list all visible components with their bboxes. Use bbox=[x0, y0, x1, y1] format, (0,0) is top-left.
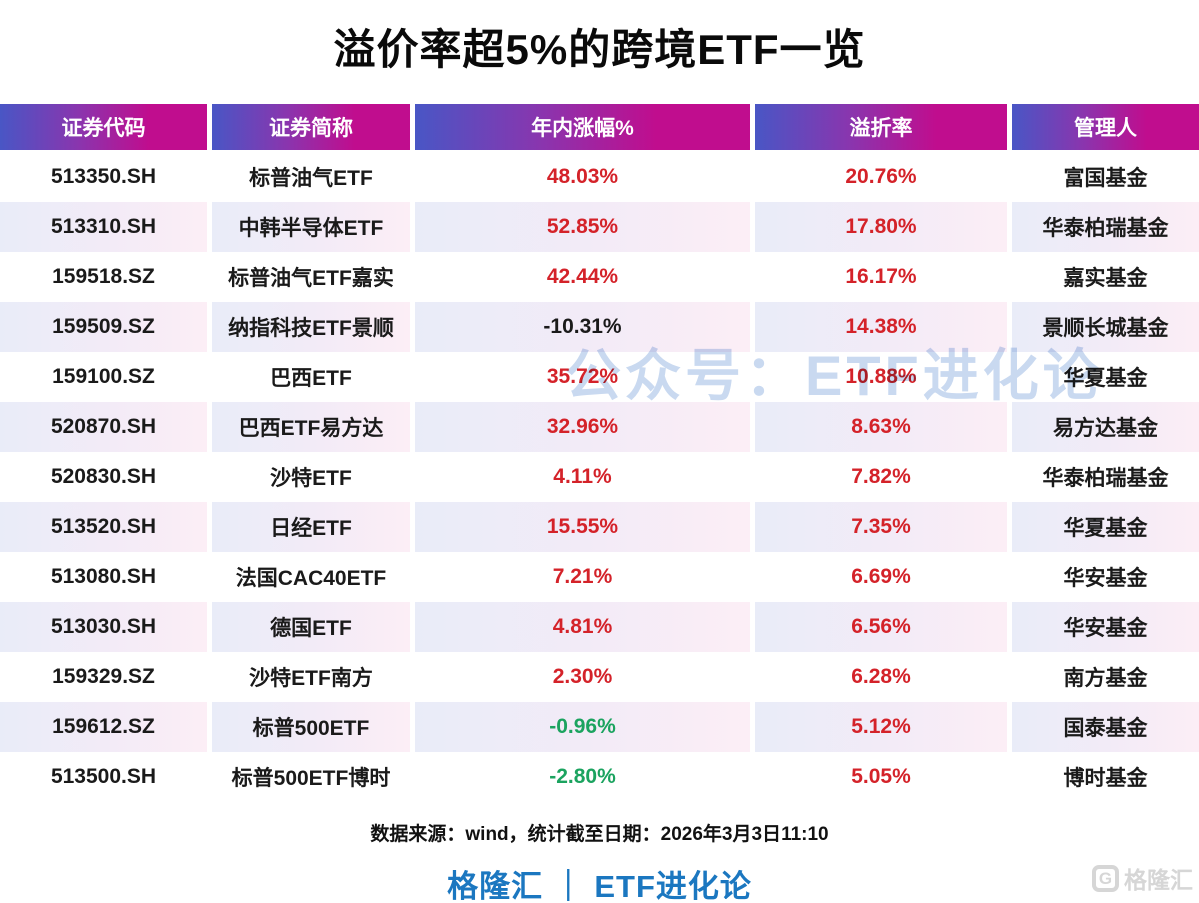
cell-ytd: -10.31% bbox=[415, 302, 750, 352]
brand-footer: 格隆汇 ｜ ETF进化论 bbox=[447, 869, 752, 903]
table-row: 159329.SZ 沙特ETF南方 2.30% 6.28% 南方基金 bbox=[0, 652, 1199, 702]
cell-ytd: 35.72% bbox=[415, 352, 750, 402]
cell-manager: 华夏基金 bbox=[1012, 502, 1199, 552]
cell-premium: 10.88% bbox=[755, 352, 1007, 402]
cell-manager: 景顺长城基金 bbox=[1012, 302, 1199, 352]
cell-name: 巴西ETF易方达 bbox=[212, 402, 410, 452]
cell-name: 法国CAC40ETF bbox=[212, 552, 410, 602]
cell-manager: 华泰柏瑞基金 bbox=[1012, 202, 1199, 252]
cell-name: 标普油气ETF bbox=[212, 152, 410, 202]
cell-name: 中韩半导体ETF bbox=[212, 202, 410, 252]
table-row: 513520.SH 日经ETF 15.55% 7.35% 华夏基金 bbox=[0, 502, 1199, 552]
cell-name: 巴西ETF bbox=[212, 352, 410, 402]
cell-ytd: 4.81% bbox=[415, 602, 750, 652]
table-row: 513310.SH 中韩半导体ETF 52.85% 17.80% 华泰柏瑞基金 bbox=[0, 202, 1199, 252]
cell-code: 520870.SH bbox=[0, 402, 207, 452]
cell-code: 159100.SZ bbox=[0, 352, 207, 402]
cell-ytd: 52.85% bbox=[415, 202, 750, 252]
cell-premium: 6.28% bbox=[755, 652, 1007, 702]
cell-premium: 5.12% bbox=[755, 702, 1007, 752]
table-row: 159518.SZ 标普油气ETF嘉实 42.44% 16.17% 嘉实基金 bbox=[0, 252, 1199, 302]
cell-manager: 易方达基金 bbox=[1012, 402, 1199, 452]
cell-name: 标普油气ETF嘉实 bbox=[212, 252, 410, 302]
cell-manager: 南方基金 bbox=[1012, 652, 1199, 702]
cell-manager: 嘉实基金 bbox=[1012, 252, 1199, 302]
table-header-row: 证券代码 证券简称 年内涨幅% 溢折率 管理人 bbox=[0, 104, 1199, 150]
table-row: 513500.SH 标普500ETF博时 -2.80% 5.05% 博时基金 bbox=[0, 752, 1199, 802]
cell-premium: 6.56% bbox=[755, 602, 1007, 652]
cell-ytd: -0.96% bbox=[415, 702, 750, 752]
cell-ytd: 15.55% bbox=[415, 502, 750, 552]
header-cell-code: 证券代码 bbox=[0, 104, 207, 150]
table-row: 513080.SH 法国CAC40ETF 7.21% 6.69% 华安基金 bbox=[0, 552, 1199, 602]
cell-code: 513350.SH bbox=[0, 152, 207, 202]
cell-code: 513030.SH bbox=[0, 602, 207, 652]
table-row: 159612.SZ 标普500ETF -0.96% 5.12% 国泰基金 bbox=[0, 702, 1199, 752]
gelonghui-logo-icon: G bbox=[1092, 864, 1119, 892]
cell-manager: 华安基金 bbox=[1012, 602, 1199, 652]
cell-premium: 14.38% bbox=[755, 302, 1007, 352]
cell-manager: 华夏基金 bbox=[1012, 352, 1199, 402]
header-cell-premium: 溢折率 bbox=[755, 104, 1007, 150]
cell-name: 日经ETF bbox=[212, 502, 410, 552]
cell-ytd: 32.96% bbox=[415, 402, 750, 452]
cell-ytd: -2.80% bbox=[415, 752, 750, 802]
cell-code: 159518.SZ bbox=[0, 252, 207, 302]
cell-manager: 国泰基金 bbox=[1012, 702, 1199, 752]
table-row: 520870.SH 巴西ETF易方达 32.96% 8.63% 易方达基金 bbox=[0, 402, 1199, 452]
cell-ytd: 7.21% bbox=[415, 552, 750, 602]
table-body: 513350.SH 标普油气ETF 48.03% 20.76% 富国基金 513310.S… bbox=[0, 152, 1199, 802]
page-title: 溢价率超5%的跨境ETF一览 bbox=[333, 25, 866, 73]
etf-premium-table: 证券代码 证券简称 年内涨幅% 溢折率 管理人 513350.SH 标普油气ETF 48.0… bbox=[0, 104, 1199, 802]
cell-premium: 5.05% bbox=[755, 752, 1007, 802]
cell-code: 159329.SZ bbox=[0, 652, 207, 702]
cell-manager: 博时基金 bbox=[1012, 752, 1199, 802]
header-cell-name: 证券简称 bbox=[212, 104, 410, 150]
cell-premium: 6.69% bbox=[755, 552, 1007, 602]
cell-premium: 8.63% bbox=[755, 402, 1007, 452]
gelonghui-logo: G 格隆汇 bbox=[1092, 861, 1193, 895]
data-source-note: 数据来源：wind，统计截至日期：2026年3月3日11:10 bbox=[370, 824, 829, 845]
cell-name: 纳指科技ETF景顺 bbox=[212, 302, 410, 352]
cell-code: 513310.SH bbox=[0, 202, 207, 252]
cell-premium: 16.17% bbox=[755, 252, 1007, 302]
table-row: 159509.SZ 纳指科技ETF景顺 -10.31% 14.38% 景顺长城基金 bbox=[0, 302, 1199, 352]
cell-name: 沙特ETF bbox=[212, 452, 410, 502]
cell-name: 标普500ETF bbox=[212, 702, 410, 752]
cell-manager: 华泰柏瑞基金 bbox=[1012, 452, 1199, 502]
header-cell-manager: 管理人 bbox=[1012, 104, 1199, 150]
table-row: 520830.SH 沙特ETF 4.11% 7.82% 华泰柏瑞基金 bbox=[0, 452, 1199, 502]
cell-code: 520830.SH bbox=[0, 452, 207, 502]
cell-code: 159612.SZ bbox=[0, 702, 207, 752]
cell-premium: 7.35% bbox=[755, 502, 1007, 552]
cell-premium: 20.76% bbox=[755, 152, 1007, 202]
cell-name: 标普500ETF博时 bbox=[212, 752, 410, 802]
cell-code: 513500.SH bbox=[0, 752, 207, 802]
title-bar: 溢价率超5%的跨境ETF一览 bbox=[0, 0, 1199, 104]
cell-ytd: 42.44% bbox=[415, 252, 750, 302]
cell-premium: 7.82% bbox=[755, 452, 1007, 502]
cell-name: 沙特ETF南方 bbox=[212, 652, 410, 702]
table-row: 159100.SZ 巴西ETF 35.72% 10.88% 华夏基金 bbox=[0, 352, 1199, 402]
cell-ytd: 4.11% bbox=[415, 452, 750, 502]
cell-code: 159509.SZ bbox=[0, 302, 207, 352]
cell-manager: 富国基金 bbox=[1012, 152, 1199, 202]
table-row: 513350.SH 标普油气ETF 48.03% 20.76% 富国基金 bbox=[0, 152, 1199, 202]
gelonghui-logo-text: 格隆汇 bbox=[1124, 867, 1193, 893]
header-cell-ytd: 年内涨幅% bbox=[415, 104, 750, 150]
cell-manager: 华安基金 bbox=[1012, 552, 1199, 602]
cell-ytd: 48.03% bbox=[415, 152, 750, 202]
cell-code: 513520.SH bbox=[0, 502, 207, 552]
cell-premium: 17.80% bbox=[755, 202, 1007, 252]
cell-code: 513080.SH bbox=[0, 552, 207, 602]
table-row: 513030.SH 德国ETF 4.81% 6.56% 华安基金 bbox=[0, 602, 1199, 652]
cell-ytd: 2.30% bbox=[415, 652, 750, 702]
cell-name: 德国ETF bbox=[212, 602, 410, 652]
